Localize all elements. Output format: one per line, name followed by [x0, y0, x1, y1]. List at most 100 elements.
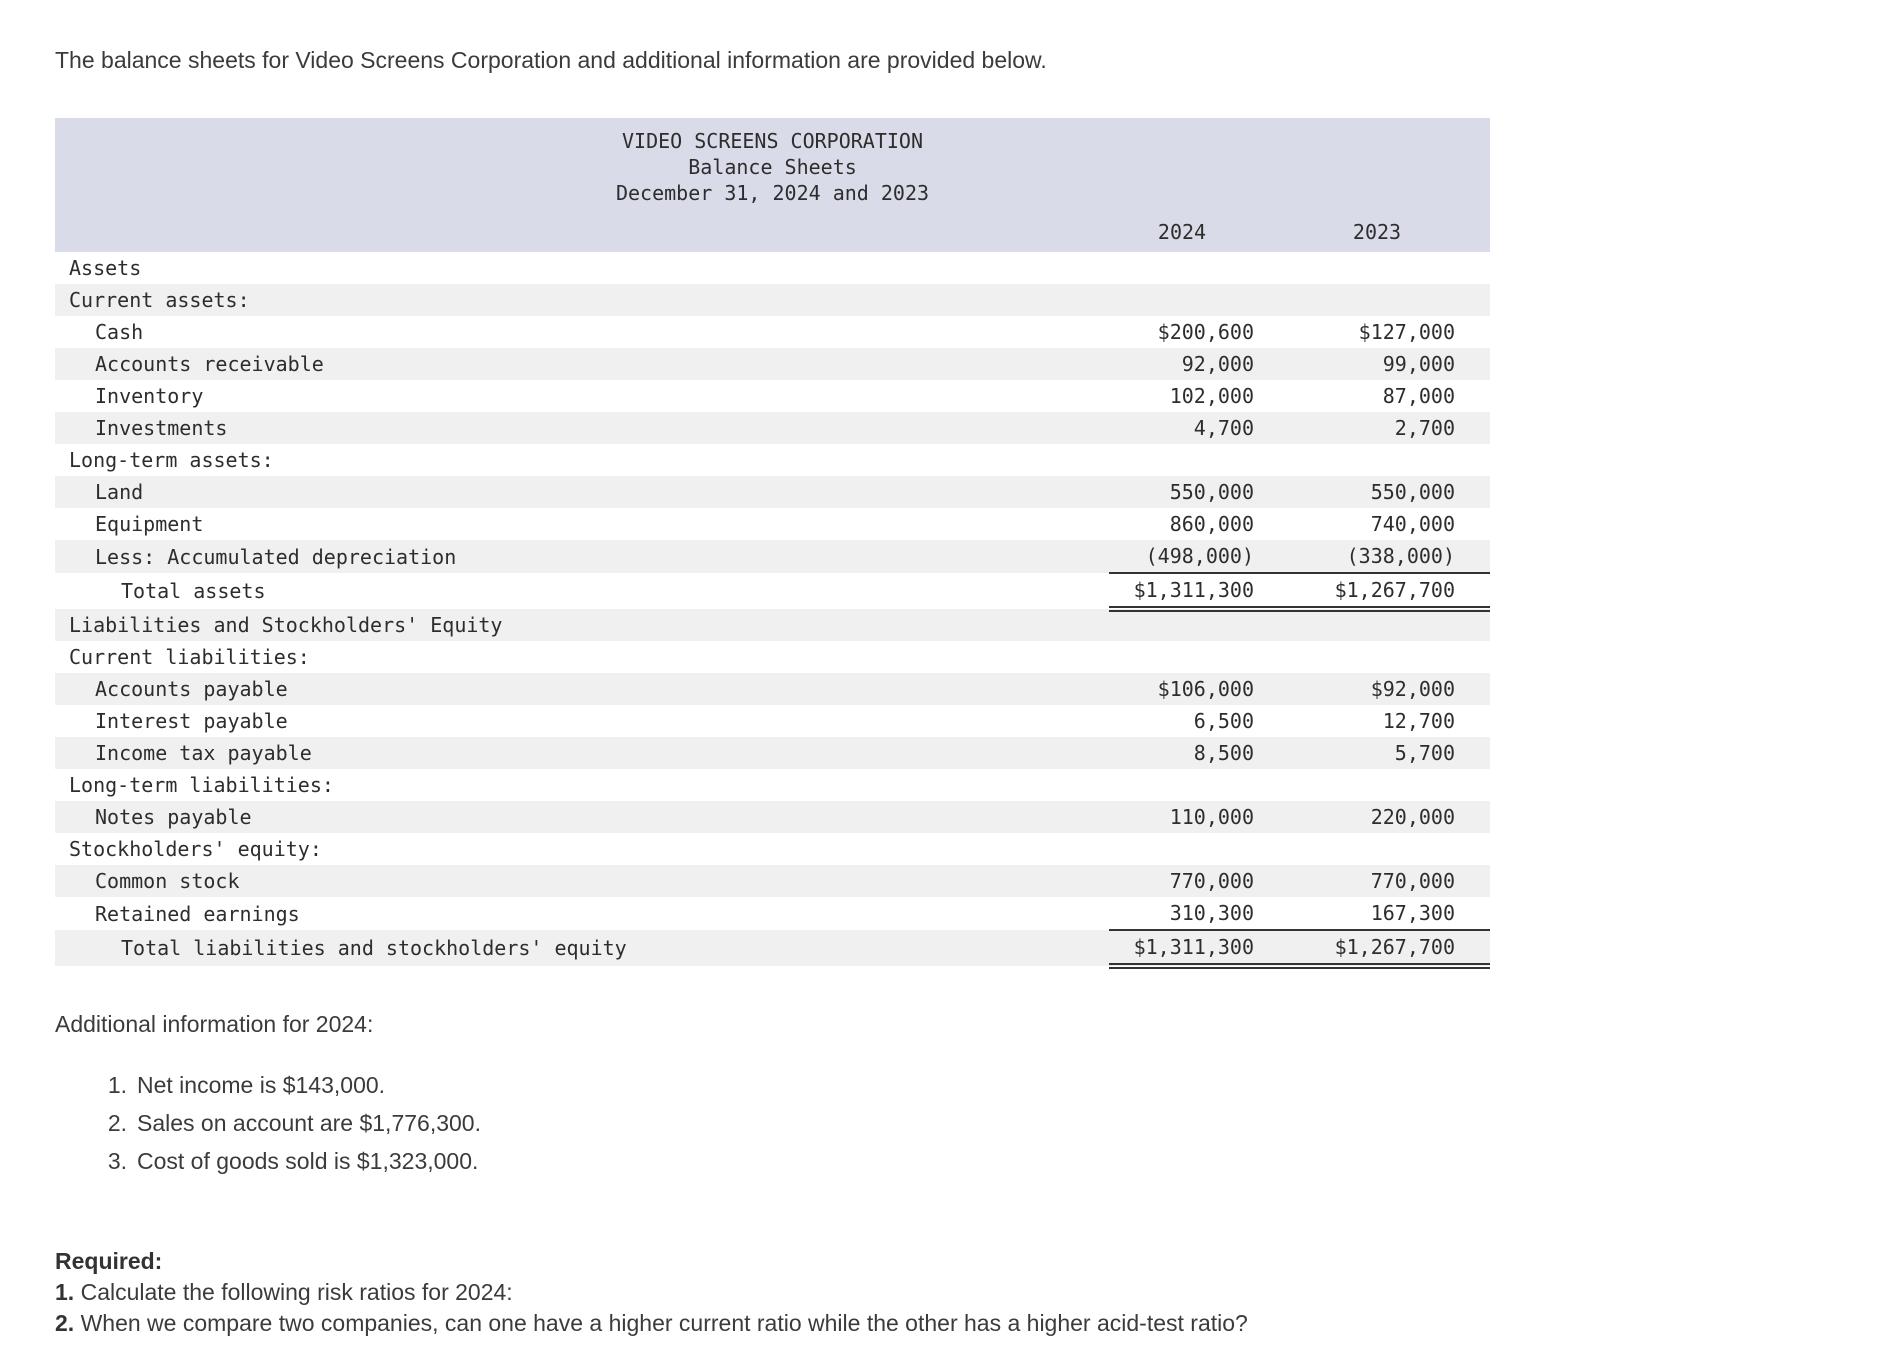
- cell-col2024: 4,700: [1193, 416, 1254, 440]
- table-row: Less: Accumulated depreciation (498,000)(…: [55, 540, 1490, 574]
- cell-col2023: 2,700: [1394, 416, 1455, 440]
- cell-col2023: 12,700: [1382, 709, 1455, 733]
- additional-info-heading: Additional information for 2024:: [55, 1011, 374, 1037]
- additional-info-item: 1. Net income is $143,000.: [55, 1066, 1823, 1104]
- required-number: 2.: [55, 1310, 75, 1336]
- cell-col2024: [1109, 444, 1298, 476]
- intro-text: The balance sheets for Video Screens Cor…: [55, 47, 1047, 73]
- cell-col2024: 310,300: [1109, 897, 1298, 931]
- table-row: Retained earnings 310,300 167,300: [55, 897, 1490, 931]
- cell-col2024: 92,000: [1181, 352, 1254, 376]
- cell-col2024: $106,000: [1157, 677, 1254, 701]
- cell-col2024: $1,311,300: [1109, 573, 1298, 612]
- row-label: Common stock: [95, 869, 240, 893]
- row-label: Equipment: [95, 512, 204, 536]
- table-row: Interest payable 6,500 12,700: [55, 705, 1490, 737]
- cell-col2024: 770,000: [1169, 869, 1254, 893]
- row-label: Inventory: [95, 384, 204, 408]
- row-label: Accounts payable: [95, 677, 288, 701]
- column-header-2024: 2024: [1109, 206, 1298, 252]
- additional-info-list: 1. Net income is $143,000. 2. Sales on acco…: [55, 1066, 1823, 1180]
- required-text: Calculate the following risk ratios for …: [74, 1279, 513, 1305]
- cell-col2023: 5,700: [1394, 741, 1455, 765]
- column-header-2023: 2023: [1298, 206, 1490, 252]
- cell-col2023: 770,000: [1370, 869, 1455, 893]
- cell-col2024: [1109, 284, 1298, 316]
- table-row: Investments 4,700 2,700: [55, 412, 1490, 444]
- statement-name: Balance Sheets: [688, 155, 857, 179]
- required-item: 2. When we compare two companies, can on…: [55, 1308, 1823, 1339]
- cell-col2024: 102,000: [1169, 384, 1254, 408]
- table-row: Long-term liabilities:: [55, 769, 1490, 801]
- additional-info-section: Additional information for 2024: 1. Net i…: [55, 1011, 1823, 1180]
- row-label: Investments: [95, 416, 228, 440]
- required-number: 1.: [55, 1279, 75, 1305]
- cell-col2023: [1298, 833, 1490, 865]
- row-label: Land: [95, 480, 144, 504]
- table-title-row: VIDEO SCREENS CORPORATION Balance Sheets…: [55, 118, 1490, 206]
- cell-col2024: [1109, 252, 1298, 284]
- cell-col2024: $200,600: [1157, 320, 1254, 344]
- additional-info-item: 2. Sales on account are $1,776,300.: [55, 1104, 1823, 1142]
- company-name: VIDEO SCREENS CORPORATION: [621, 129, 924, 153]
- table-row: Current liabilities:: [55, 641, 1490, 673]
- cell-col2023: [1298, 252, 1490, 284]
- row-label: Liabilities and Stockholders' Equity: [69, 613, 503, 637]
- required-text: When we compare two companies, can one h…: [74, 1310, 1248, 1336]
- table-row: Land 550,000 550,000: [55, 476, 1490, 508]
- table-row: Accounts receivable 92,000 99,000: [55, 348, 1490, 380]
- cell-col2023: 87,000: [1382, 384, 1455, 408]
- cell-col2023: [1298, 284, 1490, 316]
- balance-sheet-header: VIDEO SCREENS CORPORATION Balance Sheets…: [55, 118, 1490, 252]
- row-label: Current liabilities:: [69, 645, 310, 669]
- statement-dates: December 31, 2024 and 2023: [615, 181, 930, 205]
- cell-col2024: 860,000: [1169, 512, 1254, 536]
- balance-sheet-body: Assets Current assets: Cash $200,600 $127,00…: [55, 252, 1490, 969]
- table-row: Current assets:: [55, 284, 1490, 316]
- table-row: Stockholders' equity:: [55, 833, 1490, 865]
- table-row: Notes payable 110,000 220,000: [55, 801, 1490, 833]
- cell-col2023: 167,300: [1298, 897, 1490, 931]
- table-row: Accounts payable $106,000 $92,000: [55, 673, 1490, 705]
- cell-col2023: 220,000: [1370, 805, 1455, 829]
- table-row: Cash $200,600 $127,000: [55, 316, 1490, 348]
- row-label: Stockholders' equity:: [69, 837, 322, 861]
- cell-col2023: $127,000: [1358, 320, 1455, 344]
- additional-info-item: 3. Cost of goods sold is $1,323,000.: [55, 1142, 1823, 1180]
- cell-col2023: 740,000: [1370, 512, 1455, 536]
- list-number: 1.: [107, 1072, 127, 1098]
- required-section: Required: 1. Calculate the following ris…: [55, 1246, 1823, 1339]
- table-title-block: VIDEO SCREENS CORPORATION Balance Sheets…: [55, 118, 1490, 206]
- cell-col2023: [1298, 609, 1490, 641]
- row-label: Less: Accumulated depreciation: [95, 544, 457, 569]
- required-list: 1. Calculate the following risk ratios f…: [55, 1277, 1823, 1339]
- table-row: Total liabilities and stockholders' equi…: [55, 930, 1490, 969]
- table-row: Income tax payable 8,500 5,700: [55, 737, 1490, 769]
- table-row: Assets: [55, 252, 1490, 284]
- list-number: 3.: [107, 1148, 127, 1174]
- cell-col2023: [1298, 769, 1490, 801]
- balance-sheet-table: VIDEO SCREENS CORPORATION Balance Sheets…: [55, 118, 1490, 969]
- column-header-row: 2024 2023: [55, 206, 1490, 252]
- row-label: Assets: [69, 256, 142, 280]
- row-label: Income tax payable: [95, 741, 312, 765]
- table-row: Total assets $1,311,300 $1,267,700: [55, 573, 1490, 612]
- list-text: Cost of goods sold is $1,323,000.: [137, 1148, 479, 1174]
- list-text: Sales on account are $1,776,300.: [137, 1110, 481, 1136]
- row-label: Long-term liabilities:: [69, 773, 334, 797]
- list-number: 2.: [107, 1110, 127, 1136]
- cell-col2024: $1,311,300: [1109, 930, 1298, 969]
- list-text: Net income is $143,000.: [137, 1072, 386, 1098]
- cell-col2023: 99,000: [1382, 352, 1455, 376]
- table-row: Common stock 770,000 770,000: [55, 865, 1490, 897]
- cell-col2023: 550,000: [1370, 480, 1455, 504]
- row-label: Retained earnings: [95, 901, 300, 926]
- row-label: Accounts receivable: [95, 352, 324, 376]
- cell-col2024: [1109, 641, 1298, 673]
- row-label: Current assets:: [69, 288, 250, 312]
- cell-col2023: [1298, 444, 1490, 476]
- cell-col2023: $1,267,700: [1298, 930, 1490, 969]
- row-label: Cash: [95, 320, 144, 344]
- cell-col2023: (338,000): [1298, 540, 1490, 574]
